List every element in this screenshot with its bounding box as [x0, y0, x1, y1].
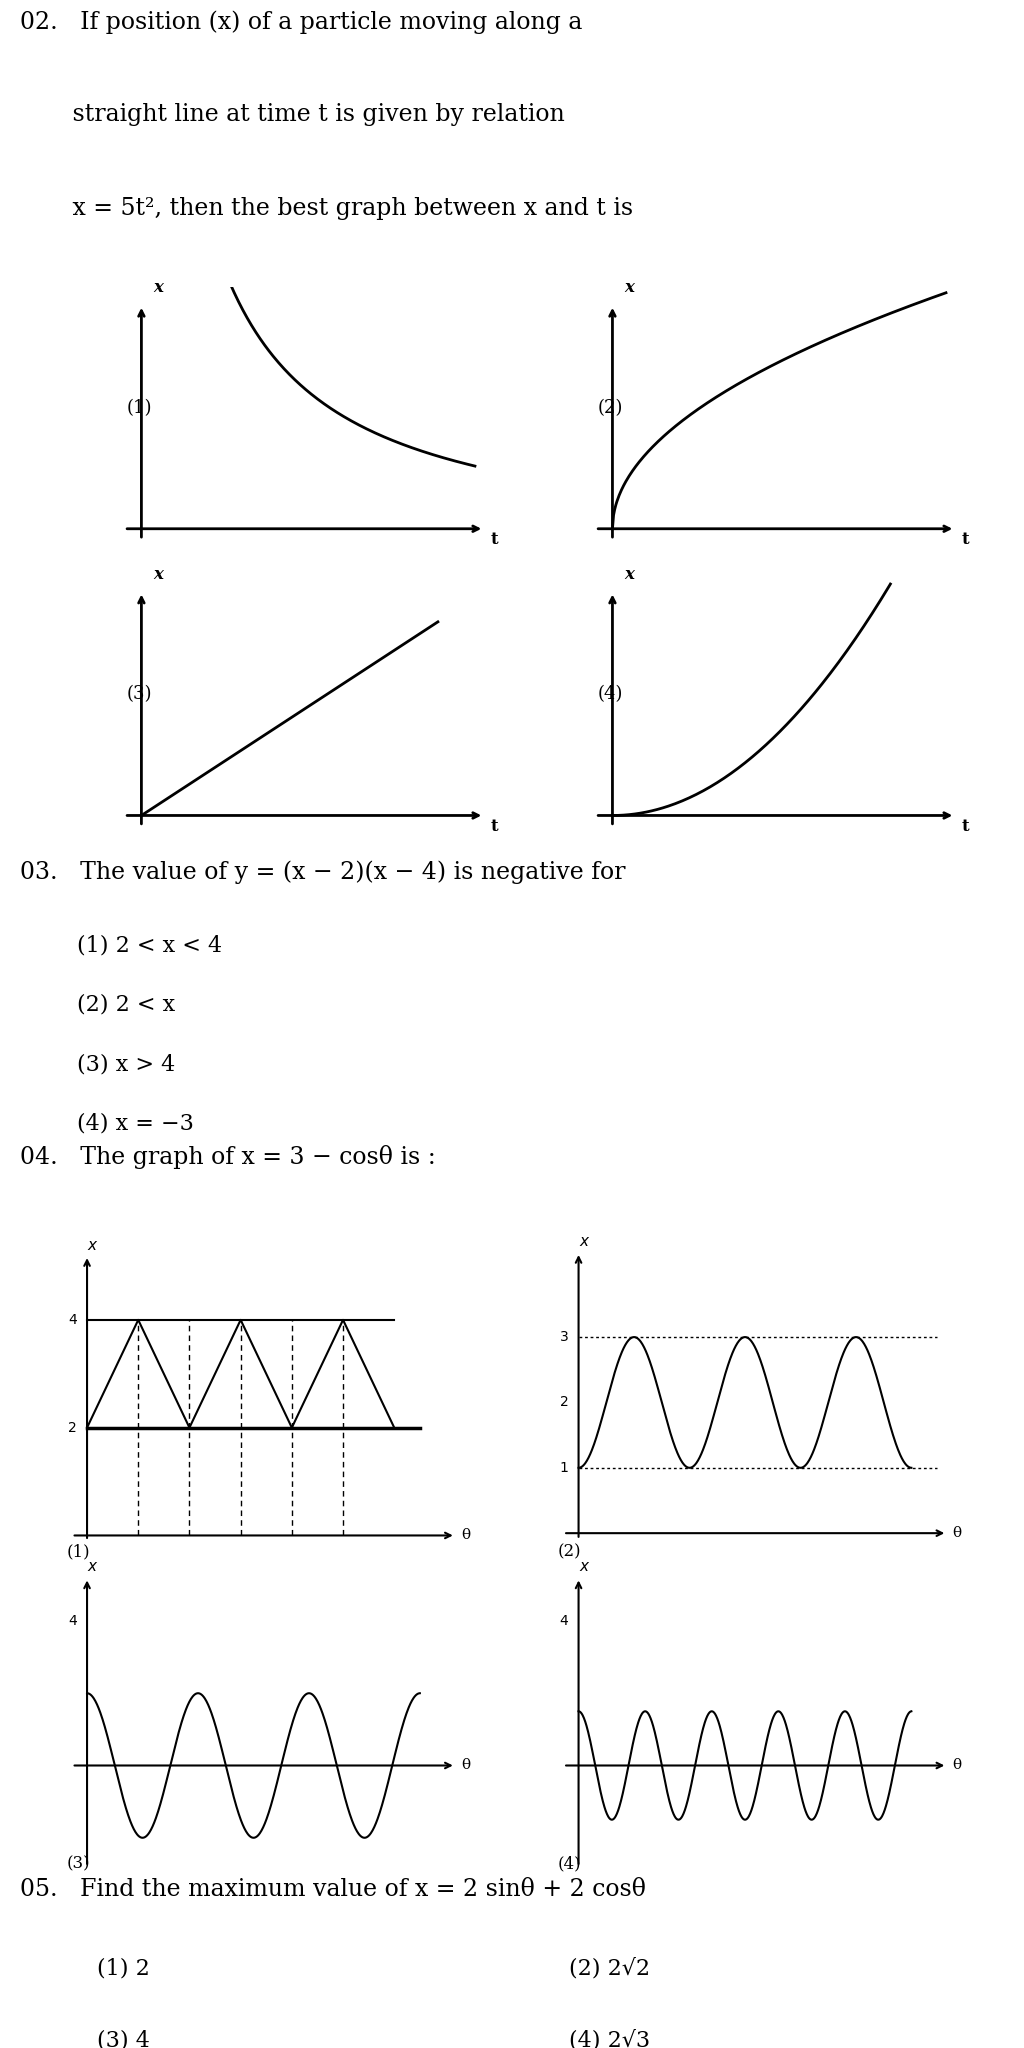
Text: 03.   The value of y = (x − 2)(x − 4) is negative for: 03. The value of y = (x − 2)(x − 4) is n… — [20, 860, 626, 883]
Text: θ: θ — [461, 1759, 470, 1772]
Text: x: x — [625, 279, 635, 295]
Text: θ: θ — [952, 1526, 962, 1540]
Text: (1): (1) — [127, 399, 153, 416]
Text: θ: θ — [461, 1528, 470, 1542]
Text: 2: 2 — [559, 1395, 568, 1409]
Text: (4): (4) — [558, 1855, 582, 1872]
Text: x: x — [580, 1233, 588, 1249]
Text: t: t — [963, 817, 970, 836]
Text: x: x — [88, 1237, 96, 1253]
Text: (3): (3) — [127, 686, 153, 702]
Text: x: x — [580, 1559, 588, 1575]
Text: (4): (4) — [598, 686, 623, 702]
Text: (1): (1) — [67, 1544, 90, 1561]
Text: t: t — [492, 530, 499, 549]
Text: 2: 2 — [68, 1421, 77, 1436]
Text: (2): (2) — [558, 1542, 582, 1561]
Text: 1: 1 — [559, 1460, 568, 1475]
Text: (1) 2: (1) 2 — [40, 1958, 150, 1980]
Text: 4: 4 — [68, 1614, 77, 1628]
Text: 3: 3 — [559, 1329, 568, 1343]
Text: (1) 2 < x < 4: (1) 2 < x < 4 — [20, 934, 222, 956]
Text: (3) 4: (3) 4 — [40, 2030, 150, 2048]
Text: 02.   If position (x) of a particle moving along a: 02. If position (x) of a particle moving… — [20, 10, 583, 33]
Text: t: t — [492, 817, 499, 836]
Text: x: x — [88, 1559, 96, 1575]
Text: (4) 2√3: (4) 2√3 — [512, 2030, 650, 2048]
Text: (4) x = −3: (4) x = −3 — [20, 1112, 195, 1135]
Text: x: x — [154, 279, 164, 295]
Text: t: t — [963, 530, 970, 549]
Text: (2) 2√2: (2) 2√2 — [512, 1958, 650, 1980]
Text: (2): (2) — [598, 399, 623, 416]
Text: 05.   Find the maximum value of x = 2 sinθ + 2 cosθ: 05. Find the maximum value of x = 2 sinθ… — [20, 1878, 646, 1901]
Text: 4: 4 — [559, 1614, 568, 1628]
Text: (3) x > 4: (3) x > 4 — [20, 1053, 176, 1075]
Text: (2) 2 < x: (2) 2 < x — [20, 993, 175, 1016]
Text: x: x — [154, 565, 164, 582]
Text: θ: θ — [952, 1759, 962, 1772]
Text: 4: 4 — [68, 1313, 77, 1327]
Text: 04.   The graph of x = 3 − cosθ is :: 04. The graph of x = 3 − cosθ is : — [20, 1145, 436, 1169]
Text: x = 5t², then the best graph between x and t is: x = 5t², then the best graph between x a… — [20, 197, 634, 219]
Text: x: x — [625, 565, 635, 582]
Text: (3): (3) — [67, 1855, 90, 1872]
Text: straight line at time t is given by relation: straight line at time t is given by rela… — [20, 102, 565, 127]
